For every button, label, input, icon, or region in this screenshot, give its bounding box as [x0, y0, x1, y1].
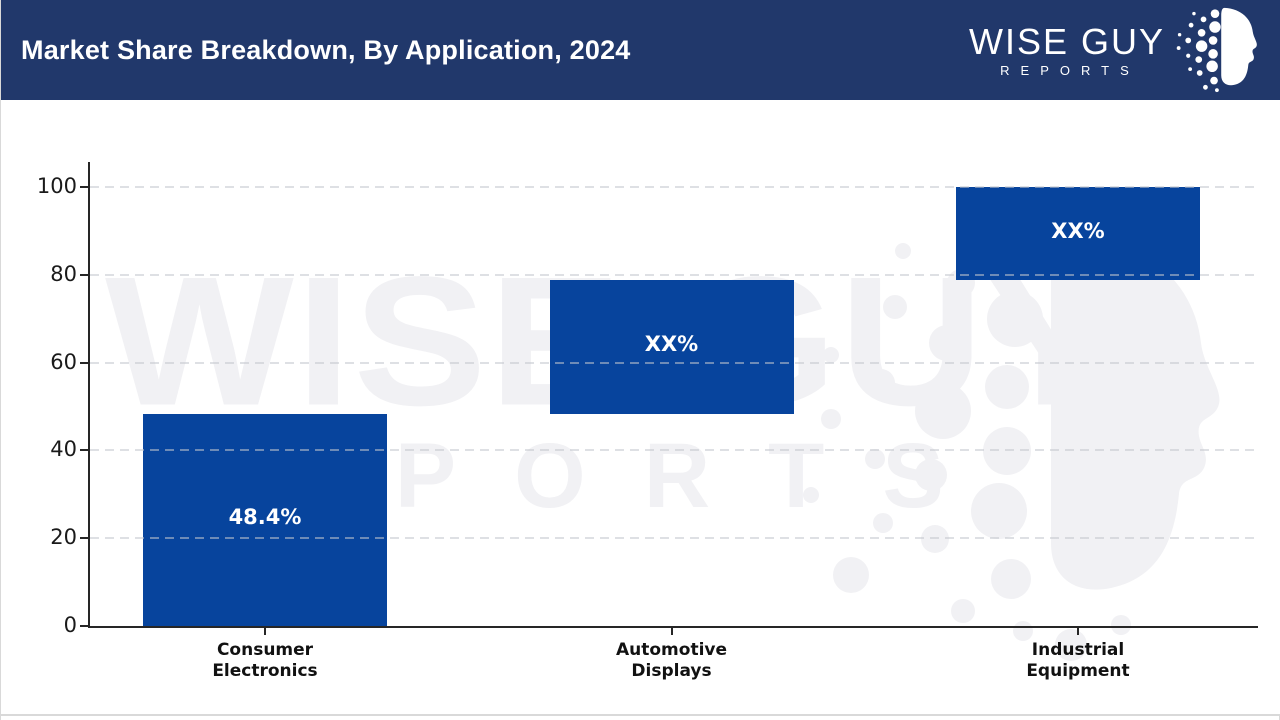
bar-value-label: XX% [644, 331, 699, 356]
bar-segment [956, 187, 1200, 281]
x-tick-2 [1077, 628, 1079, 635]
y-tick-label-0: 0 [63, 613, 77, 637]
logo-wordmark-line1: WISE GUY [968, 20, 1165, 62]
y-axis-spine [88, 162, 90, 628]
y-tick-label-60: 60 [50, 349, 77, 374]
bar-value-label: XX% [1051, 218, 1105, 243]
header: Market Share Breakdown, By Application, … [1, 0, 1280, 100]
y-tick-label-100: 100 [36, 174, 77, 198]
y-tick-40 [80, 449, 88, 452]
x-category-label: Automotive Displays [615, 640, 728, 681]
gridline-20 [90, 537, 1256, 540]
gridline-80 [90, 273, 1256, 276]
bar-value-label: 48.4% [228, 504, 302, 529]
gridline-60 [90, 361, 1256, 364]
bottom-divider [1, 714, 1280, 716]
logo-face-icon [1176, 7, 1257, 93]
x-category-label: Industrial Equipment [1026, 640, 1130, 681]
plot-area: WISE GUY REPORTS 0 20 40 60 80 100 48.4% Consum… [1, 100, 1280, 714]
y-tick-60 [80, 361, 88, 364]
y-tick-label-40: 40 [50, 437, 77, 462]
bar-segment [143, 413, 387, 626]
bar-segment [549, 280, 794, 414]
y-tick-label-80: 80 [50, 261, 77, 286]
y-tick-20 [80, 537, 88, 540]
x-tick-1 [670, 628, 673, 635]
page-title: Market Share Breakdown, By Application, … [21, 34, 631, 65]
x-axis-spine [88, 626, 1258, 628]
logo-wordmark: WISE GUY REPORTS [968, 20, 1165, 78]
logo-wordmark-line2: REPORTS [1000, 62, 1140, 78]
gridline-40 [90, 449, 1256, 452]
y-tick-80 [80, 273, 88, 276]
y-tick-label-20: 20 [50, 525, 77, 550]
y-tick-0 [80, 625, 88, 627]
x-tick-0 [264, 628, 266, 635]
brand-logo: WISE GUY REPORTS [969, 6, 1263, 94]
x-category-label: Consumer Electronics [212, 640, 318, 681]
gridline-100 [90, 186, 1256, 188]
y-tick-100 [80, 186, 88, 188]
